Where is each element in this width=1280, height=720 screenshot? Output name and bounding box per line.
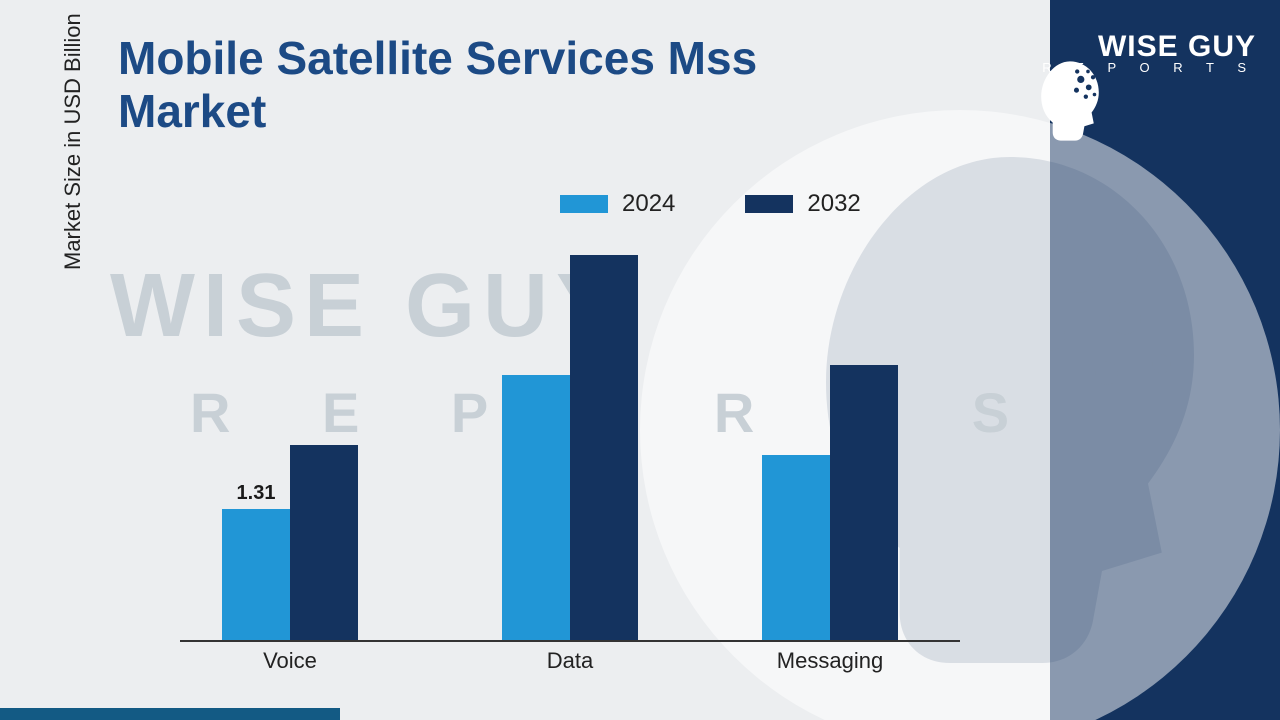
- x-label-voice: Voice: [200, 648, 380, 674]
- brand-logo: WISE GUY R E P O R T S: [1042, 30, 1256, 75]
- value-label: 1.31: [237, 482, 276, 505]
- plot-region: Voice Data Messaging 1.31: [180, 240, 960, 642]
- y-axis-label: Market Size in USD Billion: [60, 13, 86, 270]
- bar-data-2024: [502, 375, 570, 640]
- chart-title: Mobile Satellite Services Mss Market: [118, 32, 838, 138]
- bar-messaging-2024: [762, 455, 830, 640]
- page-root: WISE GUY R E P O R T S WISE GUY R E P O …: [0, 0, 1280, 720]
- bar-messaging-2032: [830, 365, 898, 640]
- logo-head-icon: [1034, 56, 1106, 146]
- bar-group-messaging: Messaging: [740, 365, 920, 640]
- legend-swatch-2024: [560, 195, 608, 213]
- chart-area: 2024 2032 Market Size in USD Billion Voi…: [90, 190, 960, 670]
- legend-item-2032: 2032: [745, 190, 860, 218]
- bar-data-2032: [570, 255, 638, 640]
- legend-item-2024: 2024: [560, 190, 675, 218]
- legend: 2024 2032: [560, 190, 861, 218]
- bottom-accent-bar: [0, 708, 340, 720]
- legend-label-2024: 2024: [622, 190, 675, 218]
- bar-voice-2024: [222, 509, 290, 640]
- x-label-messaging: Messaging: [740, 648, 920, 674]
- legend-swatch-2032: [745, 195, 793, 213]
- x-label-data: Data: [480, 648, 660, 674]
- bar-voice-2032: [290, 445, 358, 640]
- bar-group-data: Data: [480, 255, 660, 640]
- legend-label-2032: 2032: [807, 190, 860, 218]
- bar-group-voice: Voice: [200, 445, 380, 640]
